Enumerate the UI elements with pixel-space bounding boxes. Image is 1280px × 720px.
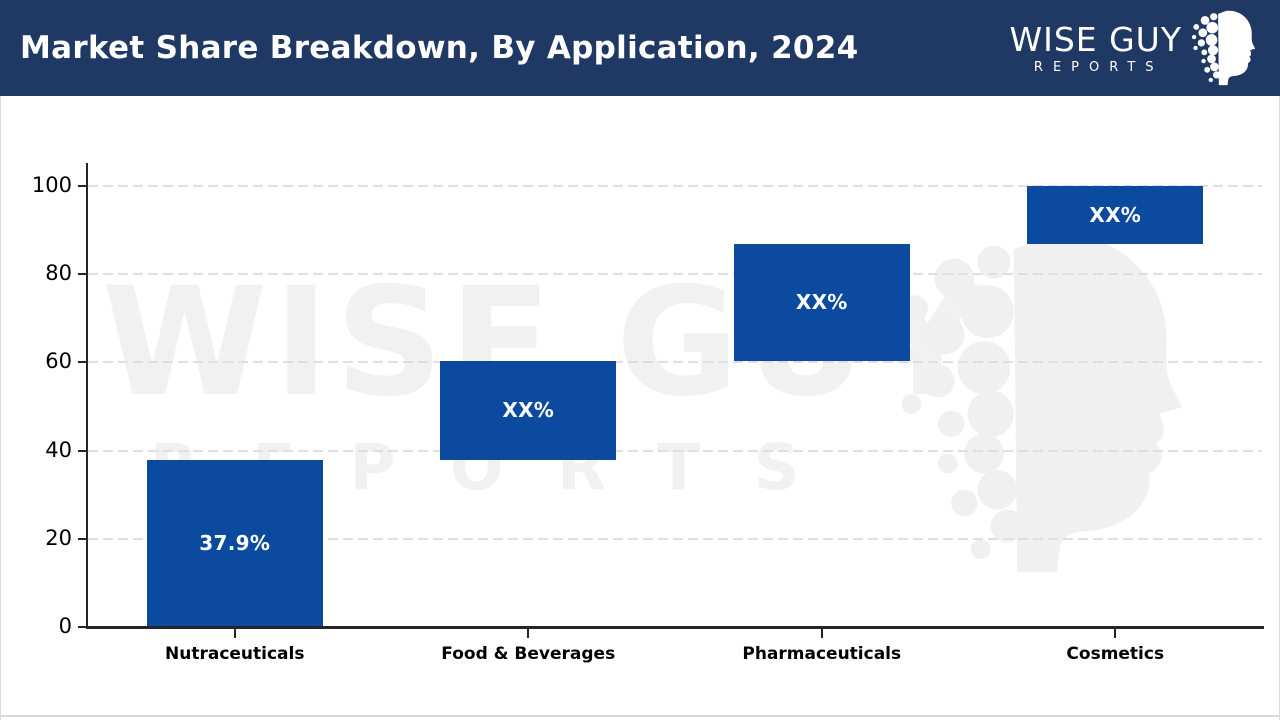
gridline-100 xyxy=(88,185,1262,187)
x-tick-mark xyxy=(1114,629,1117,638)
x-axis-line xyxy=(86,626,1264,629)
y-tick-mark xyxy=(78,273,86,276)
logo-wordmark: WISE GUY xyxy=(1009,19,1182,59)
y-tick-mark xyxy=(78,185,86,187)
y-tick-mark xyxy=(78,537,86,540)
wiseguy-logo: WISE GUY REPORTS xyxy=(1009,8,1258,88)
dotted-head-icon xyxy=(1184,8,1258,88)
page-title: Market Share Breakdown, By Application, … xyxy=(20,30,859,66)
y-tick-mark xyxy=(78,626,86,628)
bar-food-beverages: XX% xyxy=(440,360,617,460)
logo-subtitle: REPORTS xyxy=(1033,59,1164,75)
y-tick-label-20: 20 xyxy=(45,525,72,550)
y-tick-label-80: 80 xyxy=(45,261,72,286)
logo-text: WISE GUY REPORTS xyxy=(1009,23,1182,74)
bar-cosmetics: XX% xyxy=(1027,186,1204,244)
x-axis: Nutraceuticals Food & Beverages Pharmaceut… xyxy=(88,627,1262,687)
x-tick-label-nutraceuticals: Nutraceuticals xyxy=(165,644,305,664)
x-tick-mark xyxy=(527,629,530,638)
gridline-60 xyxy=(88,361,1262,364)
bar-value-label: 37.9% xyxy=(199,531,271,556)
bar-nutraceuticals: 37.9% xyxy=(146,459,323,627)
x-tick-label-food-beverages: Food & Beverages xyxy=(441,644,616,664)
x-tick-label-pharmaceuticals: Pharmaceuticals xyxy=(742,644,902,664)
gridline-20 xyxy=(88,537,1262,540)
gridline-80 xyxy=(88,273,1262,276)
bar-value-label: XX% xyxy=(795,290,848,315)
x-tick-label-cosmetics: Cosmetics xyxy=(1066,644,1165,664)
y-tick-label-40: 40 xyxy=(45,437,72,462)
bar-value-label: XX% xyxy=(1089,202,1142,227)
gridline-40 xyxy=(88,449,1262,452)
y-tick-mark xyxy=(78,449,86,452)
header-band: Market Share Breakdown, By Application, … xyxy=(0,0,1280,96)
x-tick-mark xyxy=(233,629,236,638)
bar-pharmaceuticals: XX% xyxy=(733,243,910,361)
y-tick-label-0: 0 xyxy=(58,614,72,638)
y-axis: 0 20 40 60 80 100 xyxy=(0,175,88,637)
x-tick-mark xyxy=(820,629,823,638)
y-axis-line xyxy=(86,163,88,629)
y-tick-mark xyxy=(78,361,86,364)
chart-plot-area: 37.9% XX% XX% XX% xyxy=(88,185,1262,627)
bar-value-label: XX% xyxy=(502,398,555,423)
bottom-hairline xyxy=(0,715,1280,717)
y-tick-label-100: 100 xyxy=(31,173,72,197)
y-tick-label-60: 60 xyxy=(45,349,72,374)
